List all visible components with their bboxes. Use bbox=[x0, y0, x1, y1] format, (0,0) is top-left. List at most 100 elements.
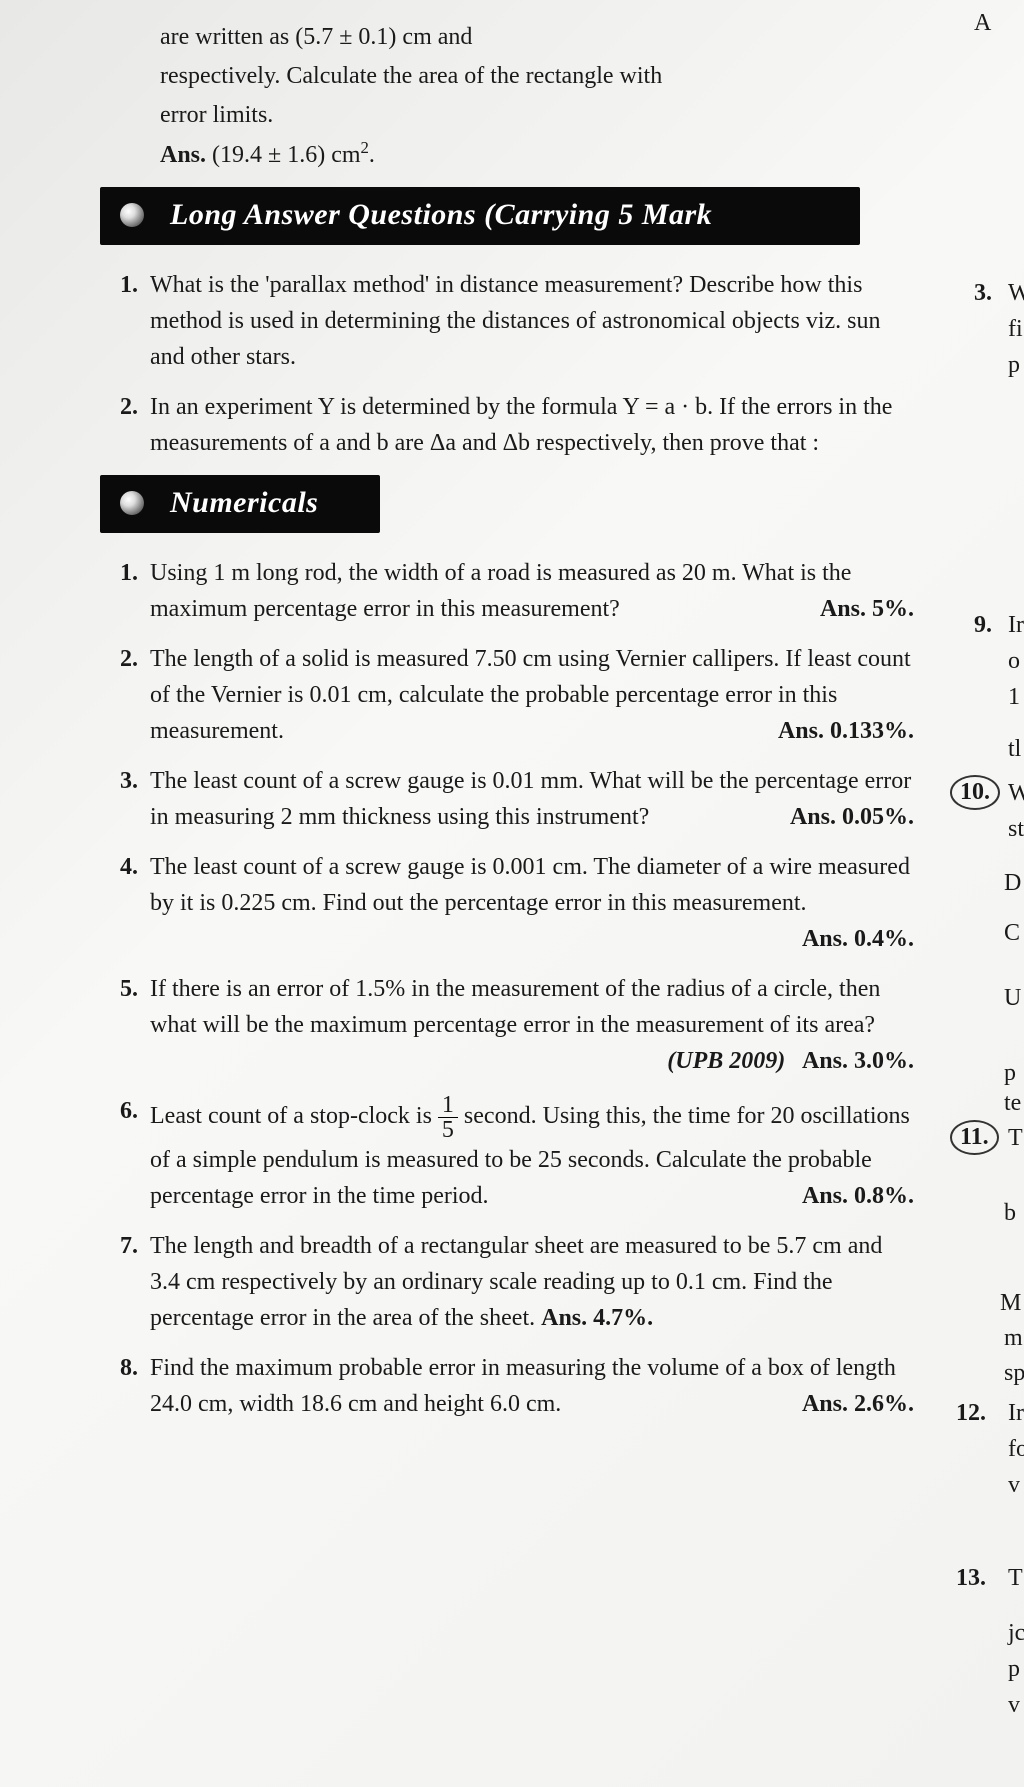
numerical-item: 3. The least count of a screw gauge is 0… bbox=[100, 763, 994, 835]
ans-value: (19.4 ± 1.6) cm bbox=[212, 142, 360, 168]
edge-frag: 13. bbox=[956, 1565, 986, 1592]
long-answer-item: 1. What is the 'parallax method' in dist… bbox=[100, 267, 994, 375]
q-number: 2. bbox=[100, 389, 150, 461]
edge-frag: A bbox=[974, 10, 991, 37]
q-number: 2. bbox=[100, 641, 150, 749]
edge-frag: 9. bbox=[974, 612, 992, 639]
q-body: The least count of a screw gauge is 0.00… bbox=[150, 854, 910, 916]
right-edge-fragments: A 3. W fi p 9. Ir o 1 tl 10. W st D C U … bbox=[964, 0, 1024, 1787]
q-body: If there is an error of 1.5% in the meas… bbox=[150, 976, 880, 1038]
q-ans: Ans. 0.8%. bbox=[802, 1178, 914, 1214]
edge-frag: Ir bbox=[1008, 612, 1024, 639]
numerical-item: 2. The length of a solid is measured 7.5… bbox=[100, 641, 994, 749]
edge-frag: p bbox=[1008, 1656, 1020, 1683]
edge-frag: jc bbox=[1008, 1620, 1024, 1647]
bullet-icon bbox=[112, 195, 152, 235]
edge-frag: C bbox=[1004, 920, 1020, 947]
edge-frag: T bbox=[1008, 1125, 1023, 1152]
q-number: 1. bbox=[100, 555, 150, 627]
numericals-title: Numericals bbox=[170, 486, 318, 520]
q-text: The least count of a screw gauge is 0.00… bbox=[150, 849, 994, 957]
edge-frag: T bbox=[1008, 1565, 1023, 1592]
edge-frag: st bbox=[1008, 816, 1024, 843]
numerical-item: 6. Least count of a stop-clock is 1 5 se… bbox=[100, 1093, 994, 1214]
edge-frag: Ir bbox=[1008, 1400, 1024, 1427]
q-text: Least count of a stop-clock is 1 5 secon… bbox=[150, 1093, 994, 1214]
numericals-header: Numericals bbox=[100, 475, 380, 533]
edge-frag: o bbox=[1008, 648, 1020, 675]
edge-frag: W bbox=[1008, 780, 1024, 807]
edge-frag: M bbox=[1000, 1290, 1021, 1317]
long-answer-title: Long Answer Questions (Carrying 5 Mark bbox=[170, 198, 712, 232]
q-number: 3. bbox=[100, 763, 150, 835]
edge-frag: fo bbox=[1008, 1436, 1024, 1463]
q-ans: Ans. 0.05%. bbox=[790, 799, 914, 835]
q-body-a: Least count of a stop-clock is bbox=[150, 1103, 438, 1129]
numericals-list: 1. Using 1 m long rod, the width of a ro… bbox=[100, 555, 994, 1422]
numerical-item: 8. Find the maximum probable error in me… bbox=[100, 1350, 994, 1422]
q-number: 8. bbox=[100, 1350, 150, 1422]
q-text: In an experiment Y is determined by the … bbox=[150, 389, 994, 461]
q-ans: Ans. 2.6%. bbox=[802, 1386, 914, 1422]
edge-frag: p bbox=[1004, 1060, 1016, 1087]
q-ans: Ans. 5%. bbox=[820, 591, 914, 627]
long-answer-item: 2. In an experiment Y is determined by t… bbox=[100, 389, 994, 461]
ans-label: Ans. bbox=[160, 142, 206, 168]
q-text: The length and breadth of a rectangular … bbox=[150, 1228, 994, 1336]
q-text: Using 1 m long rod, the width of a road … bbox=[150, 555, 994, 627]
q-text: If there is an error of 1.5% in the meas… bbox=[150, 971, 994, 1079]
edge-frag: b bbox=[1004, 1200, 1016, 1227]
q-ans: Ans. 0.133%. bbox=[778, 713, 914, 749]
edge-frag: te bbox=[1004, 1090, 1021, 1117]
edge-frag: v bbox=[1008, 1692, 1020, 1719]
edge-frag: fi bbox=[1008, 316, 1023, 343]
edge-frag: p bbox=[1008, 352, 1020, 379]
q-ans: Ans. 4.7%. bbox=[541, 1305, 653, 1331]
ans-period: . bbox=[369, 142, 375, 168]
q-ans: Ans. 3.0%. bbox=[802, 1048, 914, 1074]
q-text: Find the maximum probable error in measu… bbox=[150, 1350, 994, 1422]
top-fragment-line1: are written as (5.7 ± 0.1) cm and bbox=[100, 20, 994, 55]
q-body: The length and breadth of a rectangular … bbox=[150, 1233, 882, 1331]
q-ans-wrap: (UPB 2009) Ans. 3.0%. bbox=[667, 1043, 914, 1079]
page: are written as (5.7 ± 0.1) cm and respec… bbox=[0, 0, 1024, 1787]
ans-sup: 2 bbox=[361, 138, 369, 157]
fraction: 1 5 bbox=[438, 1093, 458, 1142]
q-text: What is the 'parallax method' in distanc… bbox=[150, 267, 994, 375]
numerical-item: 4. The least count of a screw gauge is 0… bbox=[100, 849, 994, 957]
q-number: 6. bbox=[100, 1093, 150, 1214]
edge-frag: tl bbox=[1008, 736, 1021, 763]
top-answer: Ans. (19.4 ± 1.6) cm2. bbox=[100, 136, 994, 173]
q-text: The length of a solid is measured 7.50 c… bbox=[150, 641, 994, 749]
frac-den: 5 bbox=[438, 1118, 458, 1142]
bullet-icon bbox=[112, 483, 152, 523]
q-number: 1. bbox=[100, 267, 150, 375]
numerical-item: 7. The length and breadth of a rectangul… bbox=[100, 1228, 994, 1336]
q-body: Find the maximum probable error in measu… bbox=[150, 1355, 896, 1417]
edge-frag: 3. bbox=[974, 280, 992, 307]
frac-num: 1 bbox=[438, 1093, 458, 1118]
edge-frag: D bbox=[1004, 870, 1021, 897]
top-fragment-line2: respectively. Calculate the area of the … bbox=[100, 59, 994, 94]
top-fragment-line3: error limits. bbox=[100, 98, 994, 133]
edge-frag: 1 bbox=[1008, 684, 1020, 711]
q-body: Using 1 m long rod, the width of a road … bbox=[150, 560, 851, 622]
edge-frag: v bbox=[1008, 1472, 1020, 1499]
long-answer-header: Long Answer Questions (Carrying 5 Mark bbox=[100, 187, 860, 245]
edge-frag: 12. bbox=[956, 1400, 986, 1427]
edge-frag: m bbox=[1004, 1325, 1023, 1352]
q-src: (UPB 2009) bbox=[667, 1048, 785, 1074]
edge-frag: U bbox=[1004, 985, 1021, 1012]
edge-frag-circled: 11. bbox=[950, 1120, 999, 1155]
q-text: The least count of a screw gauge is 0.01… bbox=[150, 763, 994, 835]
q-number: 4. bbox=[100, 849, 150, 957]
edge-frag-circled: 10. bbox=[950, 775, 1000, 810]
q-ans: Ans. 0.4%. bbox=[802, 921, 914, 957]
q-number: 5. bbox=[100, 971, 150, 1079]
q-number: 7. bbox=[100, 1228, 150, 1336]
edge-frag: sp bbox=[1004, 1360, 1024, 1387]
numerical-item: 5. If there is an error of 1.5% in the m… bbox=[100, 971, 994, 1079]
edge-frag: W bbox=[1008, 280, 1024, 307]
numerical-item: 1. Using 1 m long rod, the width of a ro… bbox=[100, 555, 994, 627]
long-answer-list: 1. What is the 'parallax method' in dist… bbox=[100, 267, 994, 461]
